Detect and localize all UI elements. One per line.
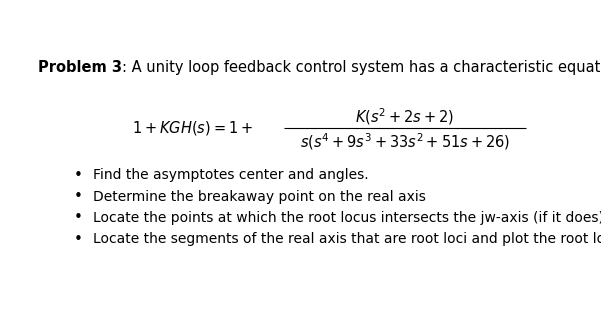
- Text: •: •: [74, 211, 82, 226]
- Text: : A unity loop feedback control system has a characteristic equation: : A unity loop feedback control system h…: [122, 60, 601, 75]
- Text: Locate the points at which the root locus intersects the jw-axis (if it does).: Locate the points at which the root locu…: [93, 211, 601, 225]
- Text: $s(s^4 + 9s^3 + 33s^2 + 51s + 26)$: $s(s^4 + 9s^3 + 33s^2 + 51s + 26)$: [300, 132, 510, 152]
- Text: $K(s^2 + 2s + 2)$: $K(s^2 + 2s + 2)$: [355, 106, 454, 127]
- Text: $1 + \mathit{KGH}(s) = 1 +$: $1 + \mathit{KGH}(s) = 1 +$: [132, 119, 253, 137]
- Text: •: •: [74, 232, 82, 247]
- Text: Problem 3: Problem 3: [38, 60, 122, 75]
- Text: Find the asymptotes center and angles.: Find the asymptotes center and angles.: [93, 168, 369, 182]
- Text: •: •: [74, 189, 82, 204]
- Text: Determine the breakaway point on the real axis: Determine the breakaway point on the rea…: [93, 190, 426, 203]
- Text: Locate the segments of the real axis that are root loci and plot the root locus.: Locate the segments of the real axis tha…: [93, 232, 601, 247]
- Text: •: •: [74, 167, 82, 182]
